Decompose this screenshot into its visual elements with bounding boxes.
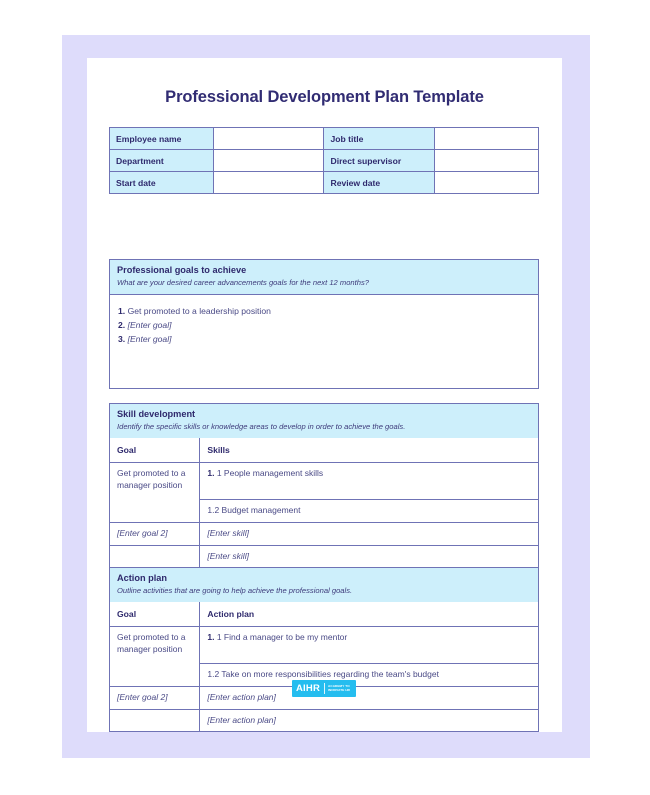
goal-number: 2. — [118, 319, 126, 330]
cell-goal[interactable]: Get promoted to a manager position — [110, 625, 201, 664]
column-header-action-plan: Action plan — [207, 608, 255, 619]
skill-development-header: Skill development Identify the specific … — [110, 404, 538, 438]
table-header-row: Goal Action plan — [110, 601, 538, 627]
cell-goal[interactable] — [110, 544, 201, 568]
cell-goal[interactable] — [110, 663, 201, 687]
table-row: 1.2 Budget management — [110, 498, 538, 523]
section-subtitle: Outline activities that are going to hel… — [117, 585, 353, 595]
logo-divider — [324, 683, 326, 694]
section-subtitle: What are your desired career advancement… — [117, 277, 369, 287]
info-value-start-date[interactable] — [212, 171, 325, 194]
action-plan-header: Action plan Outline activities that are … — [110, 568, 538, 602]
cell-skill[interactable]: 1.2 Budget management — [199, 498, 538, 523]
cell-action[interactable]: [Enter action plan] — [199, 685, 538, 710]
cell-skill[interactable]: [Enter skill] — [199, 544, 538, 568]
goal-text[interactable]: Get promoted to a leadership position — [127, 305, 271, 316]
item-text: 1 Find a manager to be my mentor — [216, 631, 348, 642]
table-row: Get promoted to a manager position 1. 1 … — [110, 625, 538, 664]
table-row: Employee name Job title — [109, 127, 540, 150]
column-header-skills: Skills — [207, 444, 230, 455]
logo-wordmark: AIHR — [296, 682, 321, 694]
professional-goals-section: Professional goals to achieve What are y… — [109, 259, 539, 389]
section-title: Skill development — [117, 409, 196, 419]
table-row: [Enter action plan] — [110, 708, 538, 732]
logo-tagline-line1: ACADEMY TO — [328, 683, 350, 688]
info-label-direct-supervisor: Direct supervisor — [323, 149, 435, 172]
table-header-row: Goal Skills — [110, 437, 538, 463]
cell-skill[interactable]: 1. 1 People management skills — [199, 461, 538, 500]
cell-goal[interactable] — [110, 499, 201, 523]
employee-info-table: Employee name Job title Department Direc… — [109, 127, 540, 194]
table-row: Get promoted to a manager position 1. 1 … — [110, 461, 538, 500]
professional-goals-header: Professional goals to achieve What are y… — [110, 260, 538, 295]
table-row: [Enter goal 2] [Enter action plan] — [110, 685, 538, 710]
table-row: 1.2 Take on more responsibilities regard… — [110, 662, 538, 687]
table-row: [Enter goal 2] [Enter skill] — [110, 521, 538, 546]
list-item[interactable]: 2. [Enter goal] — [118, 318, 538, 332]
action-plan-table: Goal Action plan Get promoted to a manag… — [110, 601, 538, 732]
column-header-goal: Goal — [110, 437, 201, 463]
info-label-review-date: Review date — [323, 171, 435, 194]
skill-development-section: Skill development Identify the specific … — [109, 403, 539, 569]
cell-goal[interactable]: [Enter goal 2] — [110, 685, 201, 710]
cell-skill[interactable]: [Enter skill] — [199, 521, 538, 546]
cell-goal[interactable]: [Enter goal 2] — [110, 521, 201, 546]
item-number: 1. — [207, 467, 215, 478]
logo-tagline: ACADEMY TO INNOVATE HR — [328, 683, 350, 693]
item-text: 1 People management skills — [216, 467, 324, 478]
column-header-goal: Goal — [110, 601, 201, 627]
table-row: Start date Review date — [109, 171, 540, 194]
info-label-job-title: Job title — [323, 127, 435, 150]
cell-action[interactable]: [Enter action plan] — [199, 708, 538, 732]
goal-text[interactable]: [Enter goal] — [127, 334, 172, 345]
info-value-department[interactable] — [212, 149, 325, 172]
item-number: 1. — [207, 631, 215, 642]
aihr-logo: AIHR ACADEMY TO INNOVATE HR — [292, 680, 356, 697]
section-title: Action plan — [117, 573, 168, 583]
skill-development-table: Goal Skills Get promoted to a manager po… — [110, 437, 538, 568]
professional-goals-list: 1. Get promoted to a leadership position… — [110, 295, 538, 347]
info-label-department: Department — [109, 149, 214, 172]
goal-number: 3. — [118, 334, 126, 345]
cell-goal[interactable] — [110, 708, 201, 732]
cell-goal[interactable]: Get promoted to a manager position — [110, 461, 201, 500]
table-row: Department Direct supervisor — [109, 149, 540, 172]
logo-tagline-line2: INNOVATE HR — [328, 687, 350, 692]
info-value-direct-supervisor[interactable] — [433, 149, 540, 172]
cell-action[interactable]: 1.2 Take on more responsibilities regard… — [199, 662, 538, 687]
cell-action[interactable]: 1. 1 Find a manager to be my mentor — [199, 625, 538, 664]
info-value-job-title[interactable] — [433, 127, 540, 150]
info-value-employee-name[interactable] — [212, 127, 325, 150]
info-value-review-date[interactable] — [433, 171, 540, 194]
info-label-employee-name: Employee name — [109, 127, 214, 150]
action-plan-section: Action plan Outline activities that are … — [109, 567, 539, 733]
info-label-start-date: Start date — [109, 171, 214, 194]
list-item[interactable]: 3. [Enter goal] — [118, 332, 538, 346]
goal-text[interactable]: [Enter goal] — [127, 319, 172, 330]
section-title: Professional goals to achieve — [117, 265, 247, 275]
goal-number: 1. — [118, 305, 126, 316]
document-page: Professional Development Plan Template E… — [87, 58, 562, 733]
section-subtitle: Identify the specific skills or knowledg… — [117, 421, 406, 431]
list-item[interactable]: 1. Get promoted to a leadership position — [118, 304, 538, 318]
page-title: Professional Development Plan Template — [165, 88, 484, 106]
table-row: [Enter skill] — [110, 544, 538, 568]
